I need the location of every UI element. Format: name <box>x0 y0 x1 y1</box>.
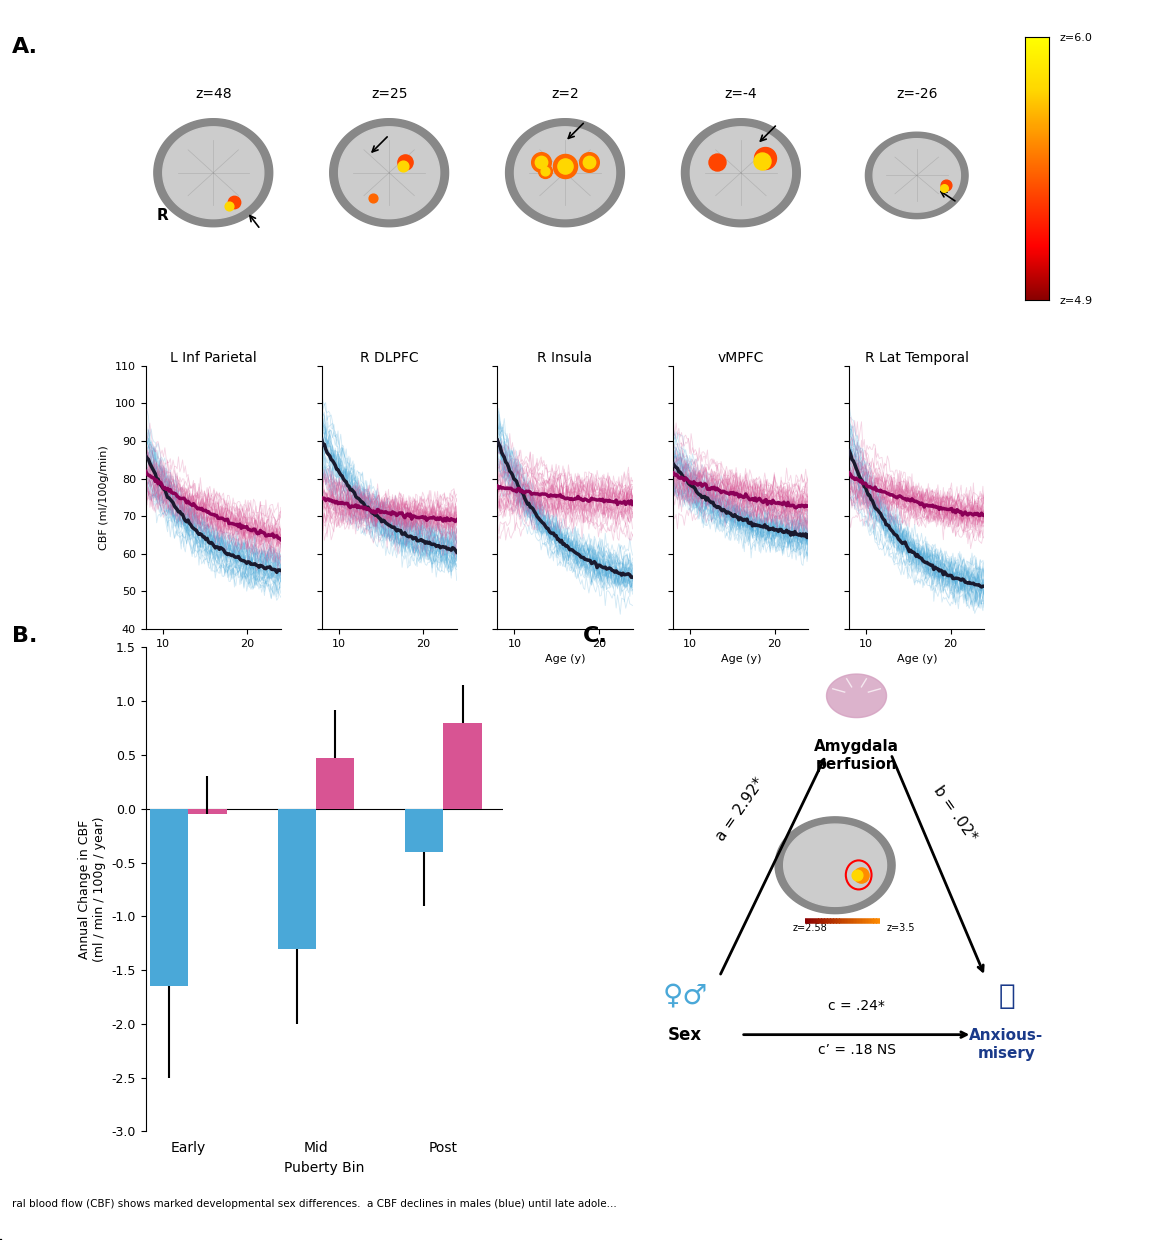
Point <box>224 192 243 212</box>
Polygon shape <box>775 817 895 914</box>
X-axis label: Age (y): Age (y) <box>368 653 409 665</box>
Point <box>220 197 239 217</box>
Y-axis label: Annual Change in CBF
(ml / min / 100g / year): Annual Change in CBF (ml / min / 100g / … <box>78 817 106 962</box>
Title: R Insula: R Insula <box>538 351 592 365</box>
Polygon shape <box>873 139 961 212</box>
Title: z=48: z=48 <box>195 87 232 102</box>
Point <box>934 177 953 197</box>
Title: vMPFC: vMPFC <box>718 351 764 365</box>
X-axis label: Age (y): Age (y) <box>721 653 761 665</box>
Point <box>937 175 956 195</box>
Point <box>708 153 726 172</box>
Polygon shape <box>338 126 440 218</box>
Polygon shape <box>690 126 792 218</box>
Point <box>580 153 598 172</box>
Point <box>532 153 550 172</box>
Polygon shape <box>681 119 800 227</box>
Text: z=3.5: z=3.5 <box>886 923 915 934</box>
Text: R: R <box>156 208 168 223</box>
Point <box>364 188 382 208</box>
Text: c = .24*: c = .24* <box>828 999 885 1013</box>
Bar <box>278 808 316 949</box>
Text: a = 2.92*: a = 2.92* <box>714 775 768 844</box>
Y-axis label: CBF (ml/100g/min): CBF (ml/100g/min) <box>99 445 110 549</box>
Title: z=2: z=2 <box>552 87 578 102</box>
Bar <box>443 723 482 808</box>
Bar <box>150 808 188 986</box>
Text: A.: A. <box>12 37 37 57</box>
Bar <box>316 758 354 808</box>
Title: z=-26: z=-26 <box>895 87 937 102</box>
Text: Anxious-
misery: Anxious- misery <box>969 1028 1044 1060</box>
Polygon shape <box>506 119 625 227</box>
X-axis label: Puberty Bin: Puberty Bin <box>285 1161 365 1174</box>
Point <box>756 148 774 167</box>
Title: L Inf Parietal: L Inf Parietal <box>170 351 257 365</box>
Title: R DLPFC: R DLPFC <box>360 351 419 365</box>
Point <box>556 156 575 176</box>
Point <box>393 156 412 176</box>
Polygon shape <box>163 126 264 218</box>
Text: 🏃: 🏃 <box>998 982 1014 1009</box>
Text: C.: C. <box>583 626 607 646</box>
Text: ♀♂: ♀♂ <box>662 982 708 1009</box>
Polygon shape <box>784 825 886 906</box>
Point <box>753 150 772 170</box>
Point <box>580 153 598 172</box>
Point <box>535 161 554 181</box>
Title: z=-4: z=-4 <box>724 87 757 102</box>
Point <box>396 153 415 172</box>
Bar <box>188 808 226 815</box>
Title: z=25: z=25 <box>371 87 407 102</box>
Point <box>848 866 866 885</box>
X-axis label: Age (y): Age (y) <box>194 653 233 665</box>
Text: b = .02*: b = .02* <box>930 782 979 844</box>
Polygon shape <box>330 119 449 227</box>
Text: Amygdala
perfusion: Amygdala perfusion <box>814 739 899 771</box>
Polygon shape <box>865 133 968 218</box>
Point <box>535 161 554 181</box>
Text: z=2.58: z=2.58 <box>792 923 827 934</box>
Point <box>532 153 550 172</box>
Text: B.: B. <box>12 626 37 646</box>
X-axis label: Age (y): Age (y) <box>545 653 585 665</box>
Point <box>556 156 575 176</box>
Text: c’ = .18 NS: c’ = .18 NS <box>817 1043 895 1056</box>
Text: Sex: Sex <box>668 1025 702 1044</box>
Bar <box>405 808 443 852</box>
Polygon shape <box>514 126 616 218</box>
Polygon shape <box>154 119 273 227</box>
Text: ral blood flow (CBF) shows marked developmental sex differences.  a CBF declines: ral blood flow (CBF) shows marked develo… <box>12 1199 617 1209</box>
Polygon shape <box>827 675 886 718</box>
Title: R Lat Temporal: R Lat Temporal <box>865 351 969 365</box>
X-axis label: Age (y): Age (y) <box>897 653 937 665</box>
Point <box>851 866 870 885</box>
